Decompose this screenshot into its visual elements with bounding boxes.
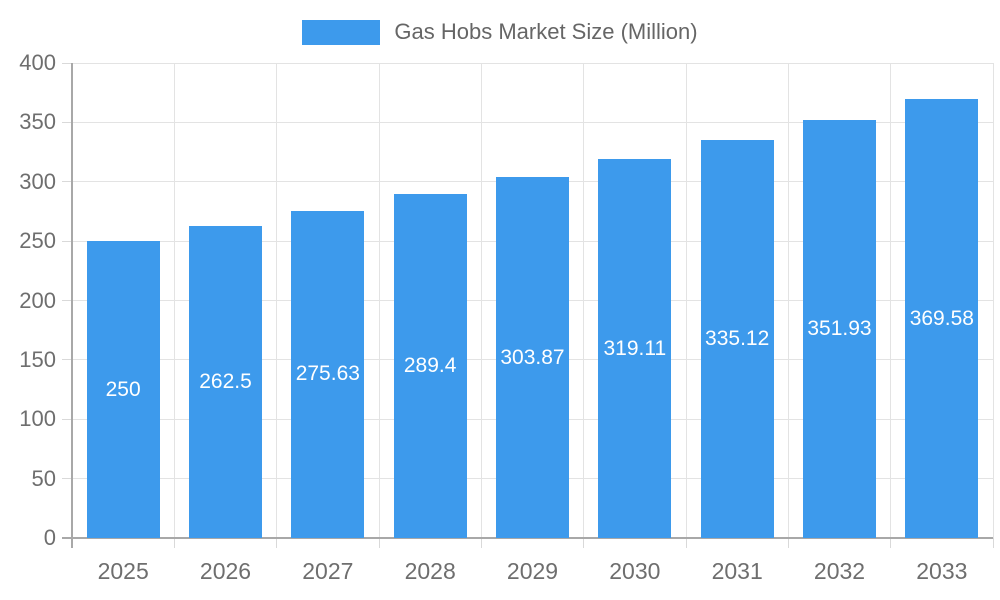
y-tick xyxy=(62,359,72,361)
y-tick xyxy=(62,62,72,64)
bar[interactable]: 319.11 xyxy=(598,159,672,538)
x-tick xyxy=(787,538,789,548)
x-tick xyxy=(685,538,687,548)
bar[interactable]: 250 xyxy=(86,241,160,538)
chart-legend[interactable]: Gas Hobs Market Size (Million) xyxy=(0,19,1000,45)
x-tick xyxy=(276,538,278,548)
x-grid-line xyxy=(173,63,175,538)
bar[interactable]: 351.93 xyxy=(803,120,876,538)
y-tick-label: 350 xyxy=(19,109,56,135)
bar-value-label: 335.12 xyxy=(705,327,770,350)
plot-area: 0 50 100 150 200 250 300 350 400 250 2025 262.5 2026… xyxy=(19,50,994,584)
x-tick-label: 2026 xyxy=(199,558,252,584)
y-tick-label: 300 xyxy=(19,168,56,194)
bar-value-label: 289.4 xyxy=(403,354,457,378)
y-tick xyxy=(62,181,72,183)
bar[interactable]: 303.87 xyxy=(496,177,569,538)
bar-value-label: 369.58 xyxy=(909,306,974,330)
y-tick-label: 50 xyxy=(31,465,56,491)
bar[interactable]: 335.12 xyxy=(700,140,774,538)
x-grid-line xyxy=(583,63,585,538)
x-tick-label: 2027 xyxy=(302,558,354,584)
y-grid-line xyxy=(72,62,993,64)
bar[interactable]: 289.4 xyxy=(393,194,467,538)
bar-value-label: 275.63 xyxy=(295,362,360,386)
bar-value-label: 319.11 xyxy=(603,336,667,360)
x-tick-label: 2032 xyxy=(813,558,866,584)
x-tick-label: 2030 xyxy=(609,558,661,584)
x-grid-line xyxy=(276,63,278,538)
y-tick-label: 150 xyxy=(19,346,56,372)
x-tick xyxy=(173,538,175,548)
x-tick xyxy=(480,538,482,548)
x-tick xyxy=(890,538,892,548)
y-tick xyxy=(62,121,72,123)
y-grid-line xyxy=(72,121,993,123)
x-tick xyxy=(583,538,585,548)
x-tick-label: 2031 xyxy=(711,558,763,584)
x-tick xyxy=(992,538,994,548)
x-grid-line xyxy=(890,63,892,538)
bar-value-label: 250 xyxy=(105,377,141,401)
y-axis-line xyxy=(71,63,73,548)
x-grid-line xyxy=(378,63,380,538)
legend-swatch xyxy=(302,19,381,45)
y-tick-label: 0 xyxy=(43,525,56,550)
y-tick-label: 400 xyxy=(19,50,56,75)
legend-label: Gas Hobs Market Size (Million) xyxy=(394,19,698,44)
x-grid-line xyxy=(787,63,789,538)
x-grid-line xyxy=(685,63,687,538)
bar[interactable]: 262.5 xyxy=(189,226,262,538)
x-grid-line xyxy=(992,63,994,538)
y-tick xyxy=(62,300,72,301)
y-tick xyxy=(62,240,72,242)
bar-value-label: 262.5 xyxy=(199,370,252,394)
x-axis-line xyxy=(62,537,993,539)
bar-value-label: 303.87 xyxy=(500,345,565,369)
y-tick xyxy=(62,418,72,420)
x-tick xyxy=(378,538,380,548)
bar[interactable]: 369.58 xyxy=(905,99,979,538)
x-tick-label: 2029 xyxy=(506,558,559,584)
x-grid-line xyxy=(480,63,482,538)
x-tick-label: 2028 xyxy=(404,558,456,584)
bar-value-label: 351.93 xyxy=(807,317,872,341)
y-tick-label: 100 xyxy=(19,406,56,432)
y-tick-label: 250 xyxy=(19,228,56,254)
y-tick-label: 200 xyxy=(19,287,56,313)
bar[interactable]: 275.63 xyxy=(291,210,365,538)
x-tick-label: 2033 xyxy=(916,558,968,584)
x-tick-label: 2025 xyxy=(97,558,149,584)
y-tick xyxy=(62,478,72,480)
